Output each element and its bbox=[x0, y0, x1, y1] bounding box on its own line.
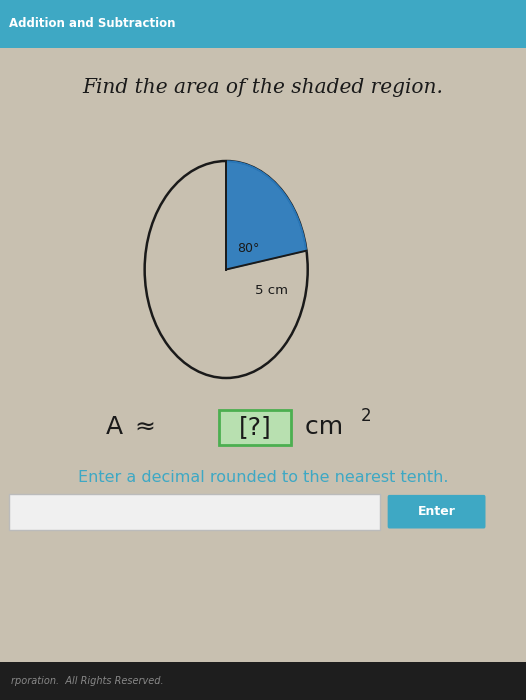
Text: Addition and Subtraction: Addition and Subtraction bbox=[9, 18, 176, 30]
Text: 5 cm: 5 cm bbox=[255, 284, 288, 297]
Text: cm: cm bbox=[297, 415, 343, 439]
FancyBboxPatch shape bbox=[9, 494, 380, 530]
FancyBboxPatch shape bbox=[0, 662, 526, 700]
FancyBboxPatch shape bbox=[0, 0, 526, 48]
Text: Enter: Enter bbox=[418, 505, 456, 518]
Text: [?]: [?] bbox=[239, 415, 271, 439]
FancyBboxPatch shape bbox=[388, 495, 485, 528]
Text: 2: 2 bbox=[360, 407, 371, 425]
Text: Find the area of the shaded region.: Find the area of the shaded region. bbox=[83, 78, 443, 97]
Text: Enter a decimal rounded to the nearest tenth.: Enter a decimal rounded to the nearest t… bbox=[78, 470, 448, 485]
Text: rporation.  All Rights Reserved.: rporation. All Rights Reserved. bbox=[11, 676, 163, 686]
FancyBboxPatch shape bbox=[219, 410, 291, 444]
Text: 80°: 80° bbox=[237, 242, 259, 256]
Text: A $\approx$: A $\approx$ bbox=[105, 415, 155, 439]
Polygon shape bbox=[226, 161, 307, 270]
